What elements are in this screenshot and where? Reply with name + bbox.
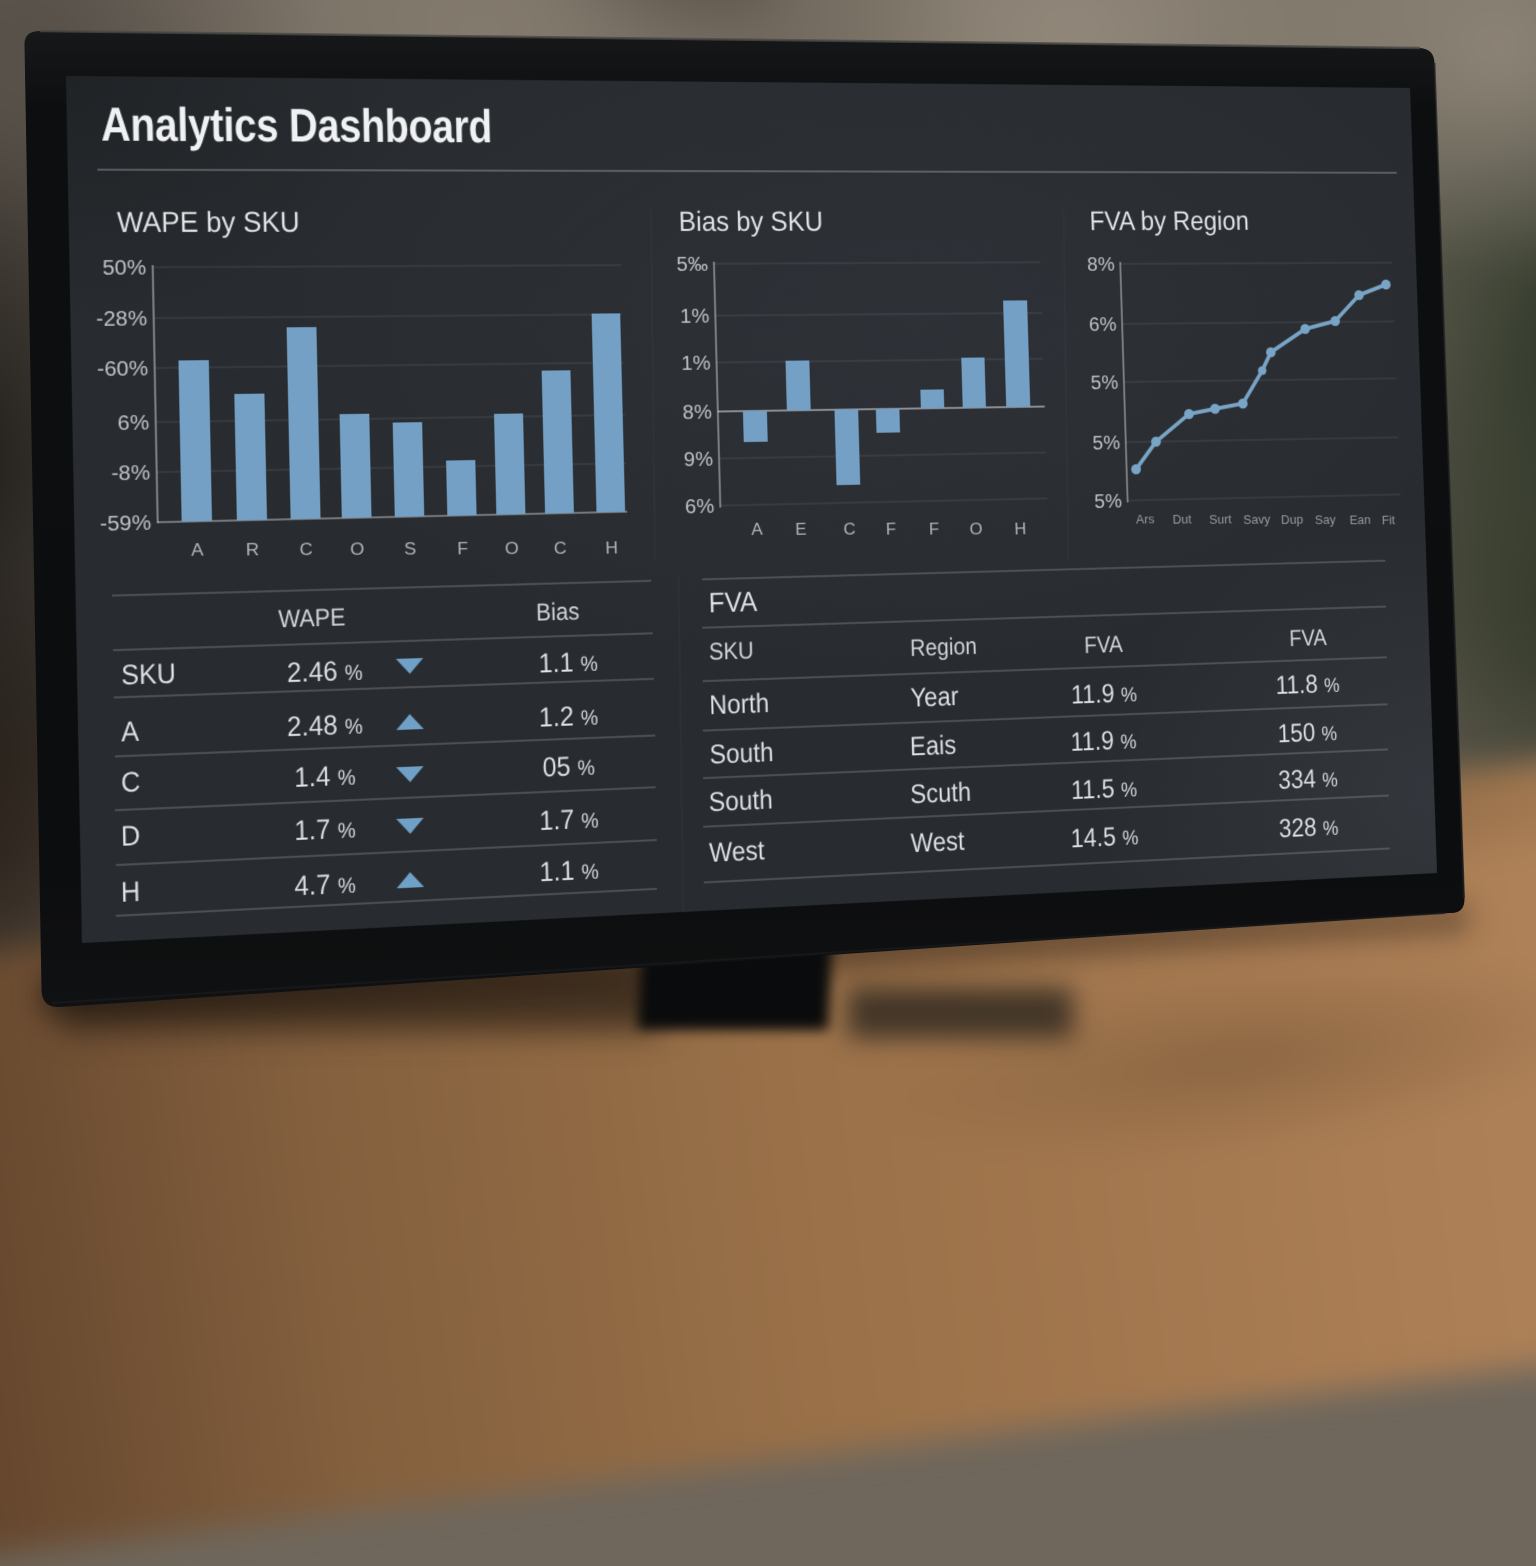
svg-text:H: H	[1014, 520, 1026, 539]
svg-text:O: O	[350, 539, 364, 559]
svg-text:F: F	[457, 539, 468, 558]
svg-text:Say: Say	[1315, 512, 1336, 527]
svg-text:H: H	[605, 538, 618, 557]
svg-text:9%: 9%	[684, 448, 714, 471]
svg-text:-8%: -8%	[111, 461, 150, 485]
svg-text:F: F	[886, 520, 897, 539]
svg-text:1%: 1%	[681, 352, 711, 375]
svg-text:Savy: Savy	[1243, 512, 1270, 527]
svg-text:R: R	[246, 540, 260, 560]
svg-text:O: O	[969, 520, 982, 539]
svg-text:8%: 8%	[682, 401, 712, 424]
svg-text:Dut: Dut	[1172, 512, 1192, 527]
svg-text:E: E	[795, 520, 807, 539]
svg-text:5%: 5%	[1090, 372, 1118, 394]
svg-text:-60%: -60%	[97, 357, 149, 381]
svg-text:Dup: Dup	[1281, 512, 1304, 527]
svg-text:Fit: Fit	[1382, 513, 1396, 528]
svg-text:Ars: Ars	[1136, 511, 1155, 526]
svg-text:C: C	[299, 539, 313, 559]
svg-text:C: C	[554, 539, 567, 558]
svg-text:-28%: -28%	[96, 307, 147, 331]
svg-text:8%: 8%	[1087, 254, 1115, 276]
svg-text:6%: 6%	[1089, 314, 1117, 336]
svg-text:50%: 50%	[102, 256, 146, 279]
svg-text:5%: 5%	[1094, 490, 1122, 512]
svg-text:Ean: Ean	[1349, 512, 1371, 527]
svg-text:F: F	[929, 520, 940, 539]
svg-text:5%: 5%	[1092, 432, 1120, 454]
svg-text:5‰: 5‰	[676, 253, 708, 275]
svg-text:-59%: -59%	[100, 511, 152, 536]
svg-text:6%: 6%	[117, 411, 149, 435]
svg-text:Surt: Surt	[1209, 512, 1232, 527]
svg-text:O: O	[505, 539, 519, 558]
svg-text:A: A	[191, 540, 205, 560]
svg-text:A: A	[751, 520, 764, 539]
svg-text:C: C	[843, 520, 856, 539]
svg-text:S: S	[404, 539, 416, 558]
svg-text:1%: 1%	[680, 305, 710, 328]
svg-text:6%: 6%	[685, 495, 715, 518]
